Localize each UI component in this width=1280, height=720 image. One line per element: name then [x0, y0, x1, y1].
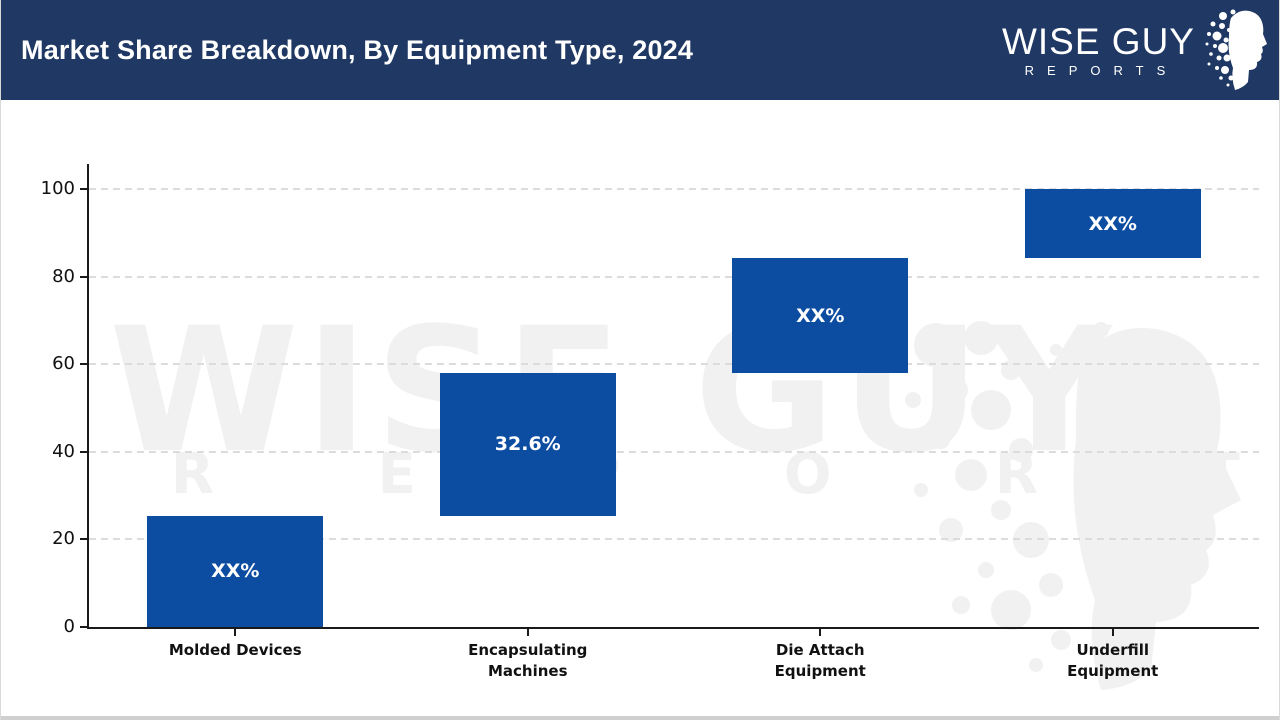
bar-value-label: XX% [1088, 212, 1137, 235]
x-category-label: Encapsulating Machines [468, 641, 588, 680]
gridline [89, 538, 1259, 541]
header: Market Share Breakdown, By Equipment Typ… [1, 0, 1279, 100]
bar-value-label: 32.6% [494, 433, 561, 456]
logo-wordmark: WISE GUY [1001, 21, 1195, 62]
y-tick-label: 0 [63, 616, 75, 637]
x-category-label: Die Attach Equipment [774, 641, 866, 680]
gridline [89, 450, 1259, 453]
bar-value-label: XX% [211, 560, 260, 583]
y-tick-label: 20 [52, 528, 75, 550]
bar-value-label: XX% [796, 304, 845, 327]
x-axis-line [87, 627, 1259, 629]
x-tick-mark [819, 629, 822, 636]
x-category-label: Molded Devices [168, 641, 302, 659]
logo-text: WISE GUY REPORTS [1002, 23, 1195, 77]
gridline [89, 275, 1259, 278]
chart-area: WISE GUY R E P O R T S 020406080100XX%Mo… [1, 100, 1279, 716]
y-tick-label: 60 [52, 353, 75, 375]
y-tick-label: 40 [52, 440, 75, 462]
x-category-label: Underfill Equipment [1067, 641, 1159, 680]
bar-segment: XX% [732, 258, 909, 373]
bar-segment: XX% [147, 515, 324, 627]
wiseguy-logo: WISE GUY REPORTS [1002, 8, 1267, 92]
bottom-border [1, 716, 1279, 720]
y-tick-mark [80, 538, 87, 541]
y-axis-line [87, 164, 89, 629]
y-tick-mark [80, 363, 87, 366]
y-tick-mark [80, 626, 87, 628]
y-tick-label: 80 [52, 265, 75, 287]
bar-segment: XX% [1024, 188, 1201, 259]
logo-subtext: REPORTS [1024, 63, 1179, 78]
y-tick-mark [80, 275, 87, 278]
bar-segment: 32.6% [439, 372, 616, 516]
y-tick-mark [80, 187, 87, 190]
gridline [89, 363, 1259, 366]
x-tick-mark [526, 629, 529, 636]
gridline [89, 187, 1259, 190]
y-tick-label: 100 [40, 177, 75, 199]
wiseguy-head-icon [1205, 9, 1267, 90]
x-tick-mark [1111, 629, 1114, 636]
page-title: Market Share Breakdown, By Equipment Typ… [21, 34, 694, 65]
y-tick-mark [80, 450, 87, 453]
x-tick-mark [234, 629, 237, 636]
